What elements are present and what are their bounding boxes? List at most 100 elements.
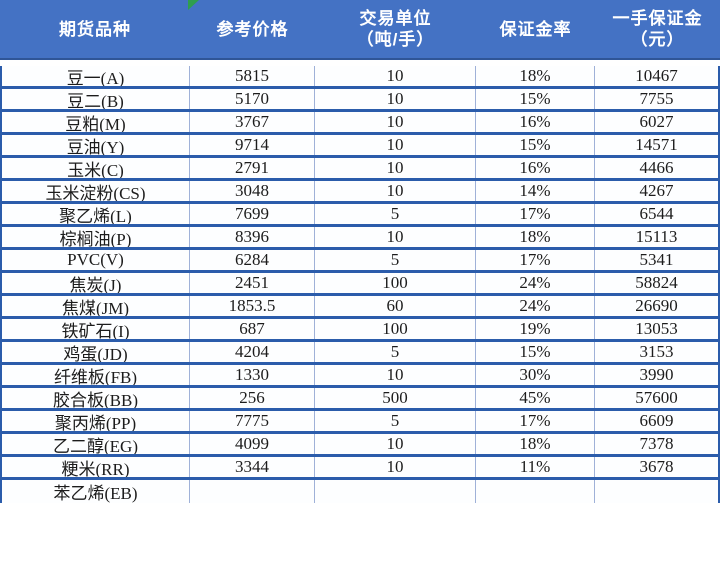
cell-margin[interactable]: 57600 — [635, 388, 678, 407]
column-header-unit[interactable]: 交易单位 （吨/手） — [356, 9, 435, 49]
cell-margin[interactable]: 3678 — [639, 457, 674, 476]
cell-unit[interactable]: 10 — [315, 227, 476, 247]
cell-margin_rate[interactable]: 17% — [476, 250, 595, 270]
cell-margin[interactable]: 4267 — [639, 181, 674, 200]
cell-price[interactable]: 256 — [190, 388, 315, 408]
cell-unit[interactable]: 100 — [315, 273, 476, 293]
cell-price[interactable]: 4099 — [190, 434, 315, 454]
cell-margin[interactable]: 10467 — [635, 66, 678, 85]
cell-margin_rate[interactable] — [476, 480, 595, 503]
cell-margin_rate[interactable]: 14% — [476, 181, 595, 201]
cell-price[interactable]: 3344 — [190, 457, 315, 477]
cell-margin[interactable] — [595, 480, 718, 503]
cell-unit[interactable]: 10 — [315, 66, 476, 86]
cell-price[interactable]: 5815 — [190, 66, 315, 86]
cell-margin_rate[interactable]: 18% — [476, 66, 595, 86]
cell-margin[interactable]: 58824 — [635, 273, 678, 292]
cell-variety[interactable]: 苯乙烯(EB) — [2, 480, 190, 503]
cell-unit[interactable]: 10 — [315, 434, 476, 454]
cell-margin[interactable]: 6544 — [639, 204, 674, 223]
cell-margin[interactable]: 7755 — [639, 89, 674, 108]
cell-price[interactable]: 7699 — [190, 204, 315, 224]
cell-unit[interactable]: 60 — [315, 296, 476, 316]
cell-price[interactable]: 6284 — [190, 250, 315, 270]
cell-variety[interactable]: 胶合板(BB) — [2, 388, 190, 408]
cell-margin_rate[interactable]: 15% — [476, 342, 595, 362]
cell-margin_rate[interactable]: 15% — [476, 89, 595, 109]
cell-unit[interactable]: 500 — [315, 388, 476, 408]
cell-unit[interactable]: 5 — [315, 250, 476, 270]
cell-margin_rate[interactable]: 18% — [476, 434, 595, 454]
cell-margin[interactable]: 26690 — [635, 296, 678, 315]
cell-variety[interactable]: 豆二(B) — [2, 89, 190, 109]
cell-variety[interactable]: 乙二醇(EG) — [2, 434, 190, 454]
cell-unit[interactable]: 5 — [315, 411, 476, 431]
cell-unit[interactable]: 5 — [315, 342, 476, 362]
cell-price[interactable]: 1853.5 — [190, 296, 315, 316]
column-header-margin_rate[interactable]: 保证金率 — [499, 19, 572, 39]
cell-variety[interactable]: 聚丙烯(PP) — [2, 411, 190, 431]
cell-unit[interactable] — [315, 480, 476, 503]
cell-price[interactable]: 687 — [190, 319, 315, 339]
cell-variety[interactable]: 棕榈油(P) — [2, 227, 190, 247]
cell-unit[interactable]: 10 — [315, 112, 476, 132]
cell-price[interactable]: 9714 — [190, 135, 315, 155]
cell-variety[interactable]: 铁矿石(I) — [2, 319, 190, 339]
cell-variety[interactable]: 玉米淀粉(CS) — [2, 181, 190, 201]
cell-margin_rate[interactable]: 15% — [476, 135, 595, 155]
cell-margin[interactable]: 15113 — [635, 227, 678, 246]
cell-price[interactable] — [190, 480, 315, 503]
cell-margin[interactable]: 3990 — [639, 365, 674, 384]
column-header-price[interactable]: 参考价格 — [216, 19, 289, 39]
cell-price[interactable]: 3767 — [190, 112, 315, 132]
cell-margin_rate[interactable]: 45% — [476, 388, 595, 408]
cell-price[interactable]: 3048 — [190, 181, 315, 201]
cell-margin[interactable]: 4466 — [639, 158, 674, 177]
cell-price[interactable]: 4204 — [190, 342, 315, 362]
cell-price[interactable]: 1330 — [190, 365, 315, 385]
cell-margin_rate[interactable]: 17% — [476, 411, 595, 431]
cell-variety[interactable]: 焦炭(J) — [2, 273, 190, 293]
cell-margin_rate[interactable]: 11% — [476, 457, 595, 477]
cell-price[interactable]: 7775 — [190, 411, 315, 431]
cell-margin_rate[interactable]: 19% — [476, 319, 595, 339]
column-header-margin[interactable]: 一手保证金 （元） — [612, 9, 703, 49]
cell-variety[interactable]: 豆油(Y) — [2, 135, 190, 155]
cell-margin[interactable]: 6027 — [639, 112, 674, 131]
cell-variety[interactable]: 鸡蛋(JD) — [2, 342, 190, 362]
cell-unit[interactable]: 100 — [315, 319, 476, 339]
cell-margin[interactable]: 13053 — [635, 319, 678, 338]
cell-price[interactable]: 5170 — [190, 89, 315, 109]
cell-variety[interactable]: 纤维板(FB) — [2, 365, 190, 385]
cell-margin_rate[interactable]: 17% — [476, 204, 595, 224]
cell-margin[interactable]: 6609 — [639, 411, 674, 430]
cell-variety[interactable]: 玉米(C) — [2, 158, 190, 178]
cell-margin_rate[interactable]: 24% — [476, 273, 595, 293]
cell-variety[interactable]: 豆粕(M) — [2, 112, 190, 132]
cell-price[interactable]: 8396 — [190, 227, 315, 247]
cell-unit[interactable]: 10 — [315, 135, 476, 155]
cell-variety[interactable]: 聚乙烯(L) — [2, 204, 190, 224]
cell-variety[interactable]: PVC(V) — [2, 250, 190, 270]
cell-price[interactable]: 2451 — [190, 273, 315, 293]
cell-margin[interactable]: 14571 — [635, 135, 678, 154]
cell-variety[interactable]: 粳米(RR) — [2, 457, 190, 477]
cell-unit[interactable]: 10 — [315, 365, 476, 385]
cell-price[interactable]: 2791 — [190, 158, 315, 178]
cell-margin[interactable]: 5341 — [639, 250, 674, 269]
cell-margin_rate[interactable]: 16% — [476, 158, 595, 178]
cell-variety[interactable]: 焦煤(JM) — [2, 296, 190, 316]
cell-unit[interactable]: 10 — [315, 89, 476, 109]
cell-margin[interactable]: 7378 — [639, 434, 674, 453]
column-header-variety[interactable]: 期货品种 — [59, 19, 131, 39]
cell-unit[interactable]: 10 — [315, 457, 476, 477]
cell-margin_rate[interactable]: 16% — [476, 112, 595, 132]
cell-unit[interactable]: 10 — [315, 181, 476, 201]
cell-variety[interactable]: 豆一(A) — [2, 66, 190, 86]
cell-margin_rate[interactable]: 24% — [476, 296, 595, 316]
cell-unit[interactable]: 5 — [315, 204, 476, 224]
cell-unit[interactable]: 10 — [315, 158, 476, 178]
cell-margin_rate[interactable]: 30% — [476, 365, 595, 385]
cell-margin_rate[interactable]: 18% — [476, 227, 595, 247]
cell-margin[interactable]: 3153 — [639, 342, 674, 361]
